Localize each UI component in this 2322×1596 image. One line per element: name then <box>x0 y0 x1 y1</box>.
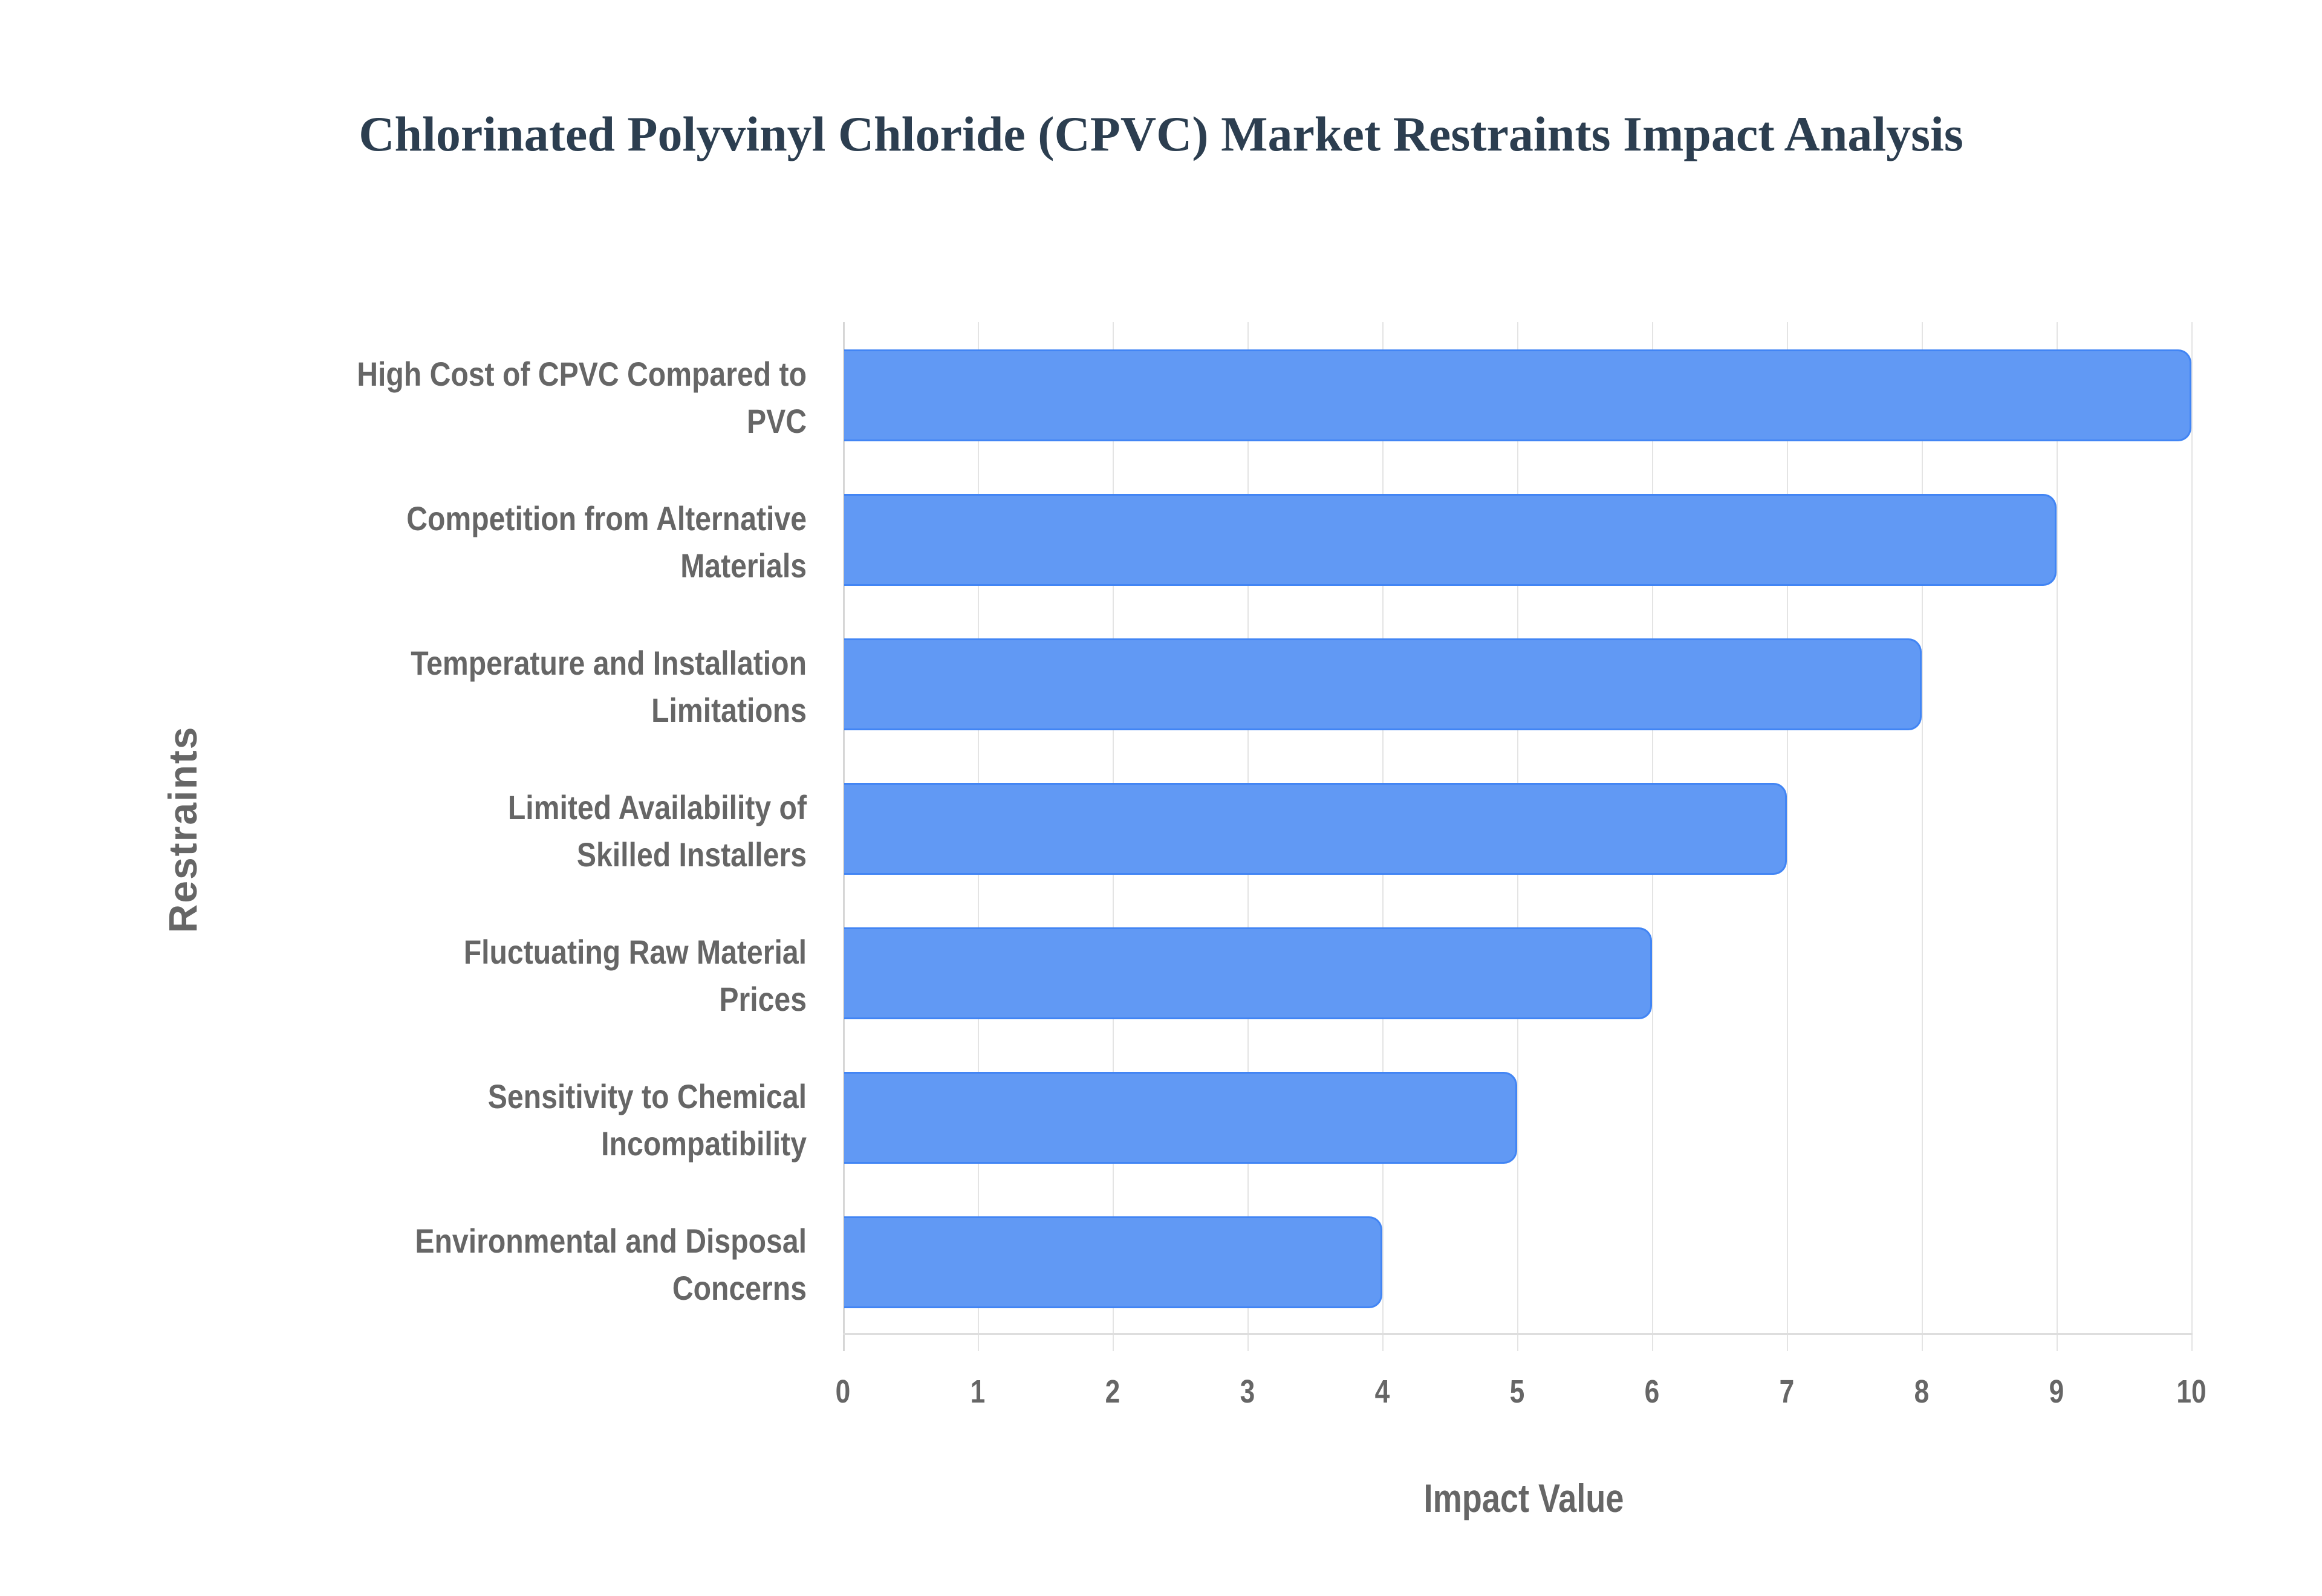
x-tick-label: 0 <box>835 1374 851 1410</box>
bar[interactable] <box>844 638 1922 730</box>
category-label-line: High Cost of CPVC Compared to <box>357 355 807 393</box>
category-label-line: Concerns <box>672 1269 807 1307</box>
x-tick-label: 10 <box>2176 1374 2207 1410</box>
category-label: Sensitivity to Chemical Incompatibility <box>235 1073 807 1167</box>
chart-title: Chlorinated Polyvinyl Chloride (CPVC) Ma… <box>359 106 1963 161</box>
category-label-line: Incompatibility <box>601 1124 807 1163</box>
gridline <box>1922 322 1923 1351</box>
x-tick-label: 1 <box>970 1374 986 1410</box>
bar[interactable] <box>844 1072 1517 1164</box>
category-label: Competition from Alternative Materials <box>235 495 807 589</box>
gridline <box>2191 322 2193 1351</box>
x-tick-label: 9 <box>2049 1374 2064 1410</box>
x-axis-title: Impact Value <box>1423 1476 1624 1520</box>
category-label: Temperature and Installation Limitations <box>235 640 807 734</box>
category-label-line: Sensitivity to Chemical <box>487 1077 807 1115</box>
category-label-line: Environmental and Disposal <box>415 1222 807 1260</box>
bar[interactable] <box>844 1216 1382 1308</box>
category-label-line: Prices <box>719 980 807 1018</box>
y-axis-line <box>843 322 845 1351</box>
category-label: Fluctuating Raw Material Prices <box>235 929 807 1023</box>
bar[interactable] <box>844 494 2057 586</box>
category-label-line: Limitations <box>651 691 807 729</box>
y-axis-title: Restraints <box>160 725 205 933</box>
category-label-line: Materials <box>680 547 807 585</box>
category-label: Environmental and Disposal Concerns <box>235 1218 807 1312</box>
category-label: Limited Availability of Skilled Installe… <box>235 784 807 878</box>
x-tick-label: 3 <box>1240 1374 1255 1410</box>
x-tick-label: 7 <box>1779 1374 1795 1410</box>
plot-area: 0 1 2 3 4 5 6 7 8 9 10 <box>836 322 2207 1410</box>
x-tick-label: 8 <box>1914 1374 1930 1410</box>
bar[interactable] <box>844 783 1787 875</box>
bar[interactable] <box>844 927 1652 1019</box>
x-tick-label: 2 <box>1105 1374 1120 1410</box>
x-tick-label: 5 <box>1509 1374 1525 1410</box>
bar[interactable] <box>844 349 2191 441</box>
x-tick-label: 4 <box>1374 1374 1390 1410</box>
category-label-line: Competition from Alternative <box>406 499 807 537</box>
gridline <box>2057 322 2058 1351</box>
category-label-line: Temperature and Installation <box>411 644 807 682</box>
x-tick-label: 6 <box>1644 1374 1660 1410</box>
category-label-line: Skilled Installers <box>576 835 807 874</box>
category-label-line: Limited Availability of <box>507 788 807 826</box>
category-label: High Cost of CPVC Compared to PVC <box>235 351 807 445</box>
category-label-line: PVC <box>746 402 807 440</box>
category-label-line: Fluctuating Raw Material <box>463 933 807 971</box>
x-axis-line <box>843 1333 2193 1335</box>
gridline <box>1787 322 1788 1351</box>
